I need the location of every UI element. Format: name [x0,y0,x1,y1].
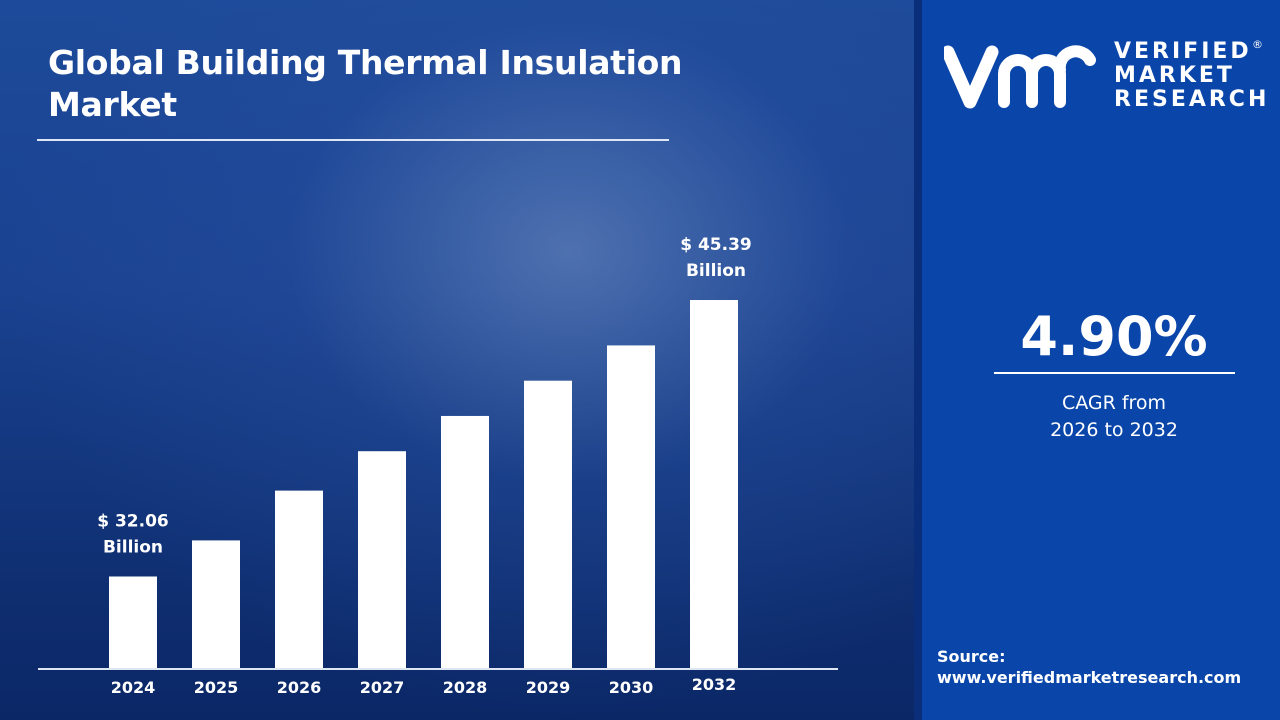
bar-2028 [441,415,489,669]
brand-line-1: VERIFIED [1114,39,1252,64]
x-tick-label: 2032 [692,675,737,694]
cagr-label-line-1: CAGR from [1061,392,1167,414]
x-tick-label: 2028 [443,678,488,697]
source-url[interactable]: www.verifiedmarketresearch.com [937,668,1242,687]
bar-2029 [524,380,572,669]
bar-2026 [275,490,323,669]
divider [914,0,922,720]
bar-2030 [607,345,655,669]
cagr-underline [994,372,1235,374]
x-tick-label: 2026 [277,678,322,697]
x-tick-label: 2024 [111,678,156,697]
data-label-unit: Billion [103,537,163,557]
title-underline [37,139,669,141]
data-label-value: $ 45.39 [680,235,752,255]
brand-line-3: RESEARCH [1114,87,1270,112]
source: Source: www.verifiedmarketresearch.com [937,646,1241,688]
x-tick-label: 2030 [609,678,654,697]
x-tick-label: 2029 [526,678,571,697]
bar-2027 [358,451,406,669]
cagr-label-line-2: 2026 to 2032 [1050,419,1178,441]
bar-2024 [109,576,157,669]
x-tick-label: 2027 [360,678,405,697]
source-label: Source: [937,647,1006,666]
bar-2032 [690,300,738,669]
bar-2025 [192,540,240,669]
data-label-value: $ 32.06 [97,511,169,531]
vmr-logo-icon [944,45,1096,109]
data-label-unit: Billion [686,261,746,281]
cagr-value: 4.90% [1020,305,1208,368]
chart-title: Global Building Thermal Insulation Marke… [48,43,683,124]
brand-name: VERIFIED MARKET RESEARCH [1114,40,1269,112]
cagr-label: CAGR from 2026 to 2032 [964,390,1264,444]
bar-chart: 2024 2025 2026 2027 2028 2029 2030 2032 $ 32.06… [38,235,838,697]
brand-line-2: MARKET [1114,63,1235,88]
side-panel [922,0,1280,720]
registered-mark: ® [1252,38,1263,51]
x-tick-label: 2025 [194,678,239,697]
